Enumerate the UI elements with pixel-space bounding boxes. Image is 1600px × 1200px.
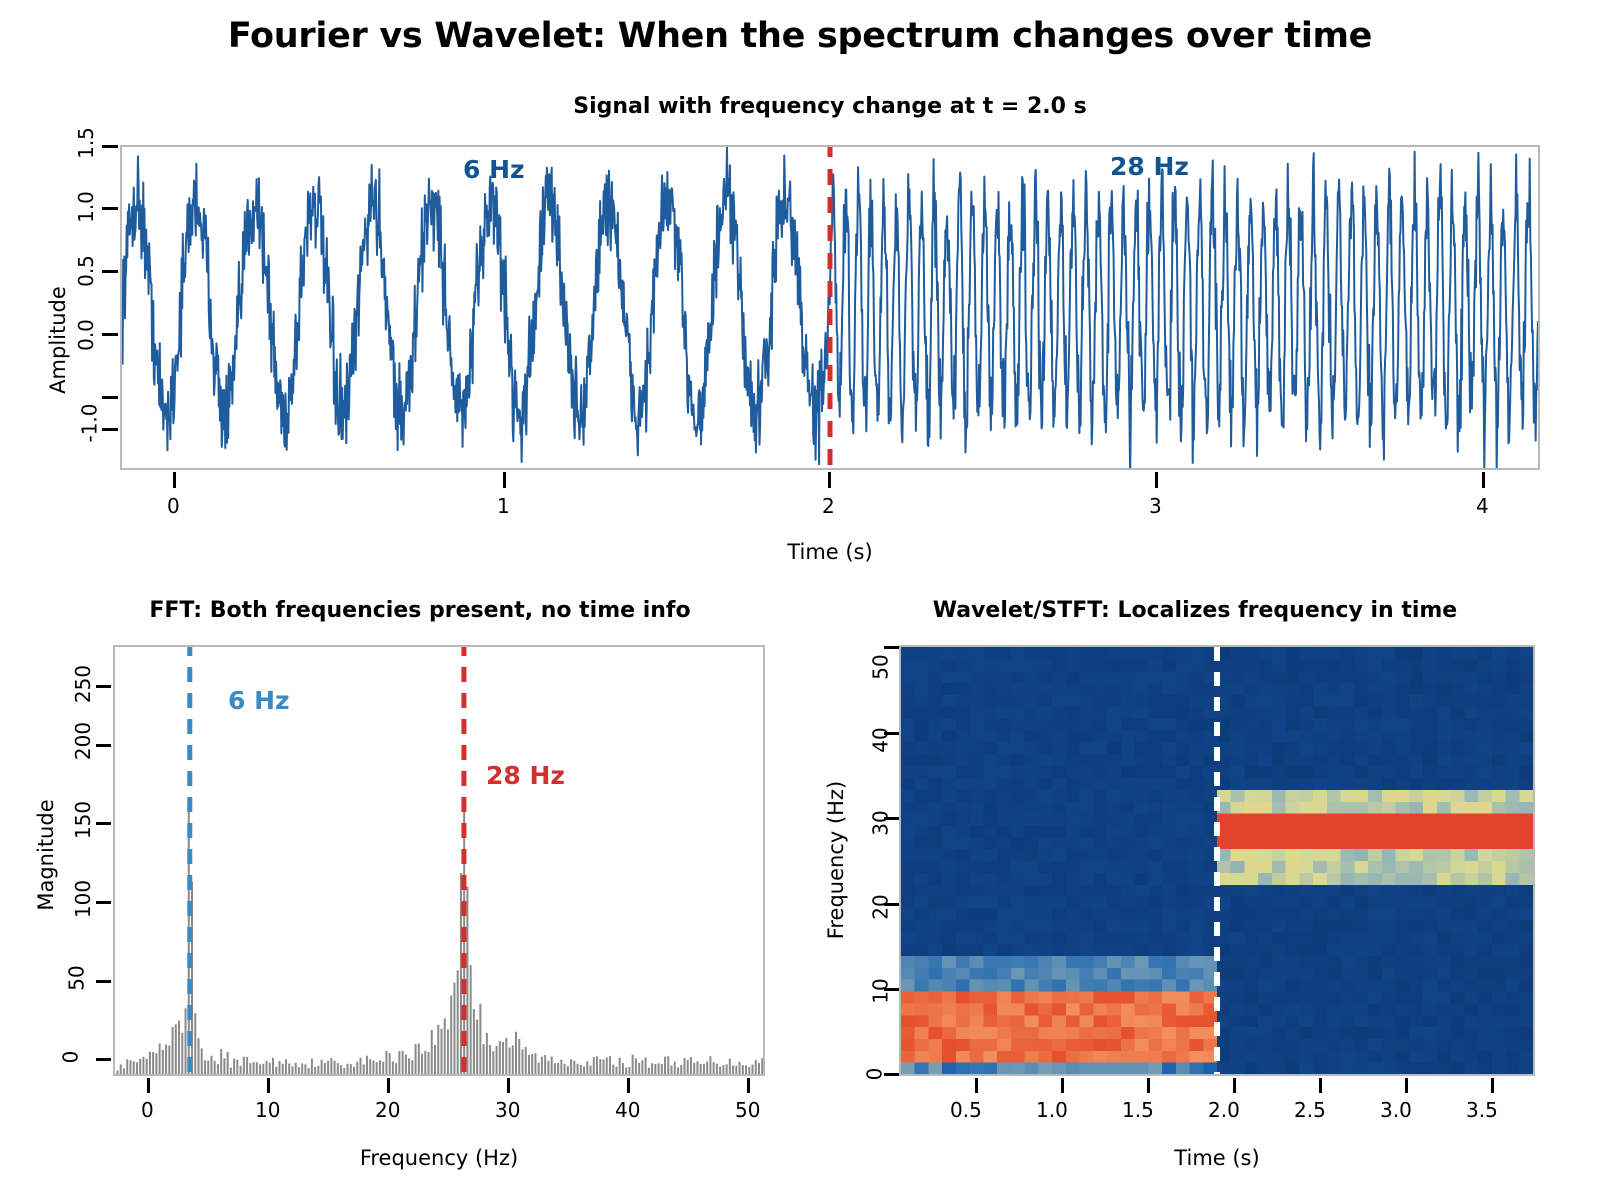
fft-xtickmark-1 xyxy=(267,1078,270,1093)
fft-ytick-2: 100 xyxy=(71,879,96,919)
spectrogram-ytick-2: 20 xyxy=(868,894,893,920)
spectrogram-ytickmark-5 xyxy=(884,646,899,649)
fft-xtickmark-3 xyxy=(507,1078,510,1093)
spectrogram-ytick-0: 0 xyxy=(862,1067,887,1081)
fft-ytickmark-1 xyxy=(96,980,111,983)
spectrogram-plot-svg xyxy=(901,647,1533,1074)
spectrogram-ytickmark-1 xyxy=(884,988,899,991)
fft-ytickmark-5 xyxy=(96,685,111,688)
spectrogram-ylabel: Frequency (Hz) xyxy=(824,780,848,940)
fft-plot-svg xyxy=(116,647,763,1074)
fft-ytick-0: 0 xyxy=(58,1050,83,1064)
signal-xtick-2: 2 xyxy=(822,494,835,518)
fft-annotation-6hz: 6 Hz xyxy=(228,686,290,715)
figure-title: Fourier vs Wavelet: When the spectrum ch… xyxy=(227,16,1373,56)
spectrogram-ytickmark-0 xyxy=(884,1073,899,1076)
fft-plot-area xyxy=(113,645,765,1076)
signal-ytickmark-3 xyxy=(102,333,118,336)
signal-ytick-3: 0.0 xyxy=(73,319,98,351)
spectrogram-panel-title: Wavelet/STFT: Localizes frequency in tim… xyxy=(932,598,1458,623)
fft-ytick-1: 50 xyxy=(64,965,89,991)
signal-ytickmark-5 xyxy=(102,428,118,431)
signal-ytickmark-4 xyxy=(102,396,118,399)
fft-ytickmark-0 xyxy=(96,1058,111,1061)
spectrogram-xtickmark-0 xyxy=(975,1078,978,1093)
spectrogram-xtickmark-6 xyxy=(1491,1078,1494,1093)
spectrogram-xtickmark-2 xyxy=(1147,1078,1150,1093)
spectrogram-xtickmark-4 xyxy=(1319,1078,1322,1093)
fft-xtick-1: 10 xyxy=(255,1098,281,1122)
fft-xtick-2: 20 xyxy=(375,1098,401,1122)
signal-xtickmark-2 xyxy=(828,472,831,488)
signal-xtickmark-3 xyxy=(1155,472,1158,488)
signal-xtickmark-1 xyxy=(503,472,506,488)
spectrogram-ytickmark-2 xyxy=(884,903,899,906)
signal-ylabel: Amplitude xyxy=(46,286,70,394)
fft-ytickmark-2 xyxy=(96,901,111,904)
spectrogram-xtickmark-5 xyxy=(1405,1078,1408,1093)
signal-xlabel: Time (s) xyxy=(787,540,873,564)
spectrogram-xtick-6: 3.5 xyxy=(1466,1098,1498,1122)
fft-xtickmark-5 xyxy=(747,1078,750,1093)
signal-ytickmark-0 xyxy=(102,145,118,148)
spectrogram-xtickmark-3 xyxy=(1233,1078,1236,1093)
fft-xtickmark-0 xyxy=(147,1078,150,1093)
spectrogram-xtickmark-1 xyxy=(1061,1078,1064,1093)
fft-xtick-3: 30 xyxy=(495,1098,521,1122)
signal-xtick-0: 0 xyxy=(167,494,180,518)
signal-xtickmark-4 xyxy=(1482,472,1485,488)
signal-xtick-1: 1 xyxy=(497,494,510,518)
fft-xtickmark-2 xyxy=(387,1078,390,1093)
fft-ytickmark-3 xyxy=(96,822,111,825)
fft-xtick-5: 50 xyxy=(735,1098,761,1122)
fft-ytick-4: 200 xyxy=(71,721,96,761)
signal-annotation-28hz: 28 Hz xyxy=(1110,152,1189,181)
spectrogram-xlabel: Time (s) xyxy=(1174,1146,1260,1170)
signal-xtickmark-0 xyxy=(173,472,176,488)
fft-xtick-4: 40 xyxy=(615,1098,641,1122)
fft-ytick-5: 250 xyxy=(71,664,96,704)
spectrogram-xtick-3: 2.0 xyxy=(1208,1098,1240,1122)
signal-xtick-3: 3 xyxy=(1149,494,1162,518)
spectrogram-xtick-5: 3.0 xyxy=(1380,1098,1412,1122)
spectrogram-ytickmark-4 xyxy=(884,732,899,735)
fft-xtick-0: 0 xyxy=(141,1098,154,1122)
spectrogram-ytickmark-3 xyxy=(884,817,899,820)
spectrogram-ytick-1: 10 xyxy=(868,978,893,1004)
signal-plot-area xyxy=(120,145,1540,470)
spectrogram-xtick-2: 1.5 xyxy=(1122,1098,1154,1122)
fft-ytick-3: 150 xyxy=(71,800,96,840)
spectrogram-plot-area xyxy=(899,645,1535,1076)
spectrogram-xtick-0: 0.5 xyxy=(950,1098,982,1122)
spectrogram-xtick-4: 2.5 xyxy=(1294,1098,1326,1122)
fft-ylabel: Magnitude xyxy=(34,799,58,911)
signal-panel-title: Signal with frequency change at t = 2.0 … xyxy=(573,94,1087,119)
spectrogram-xtick-1: 1.0 xyxy=(1036,1098,1068,1122)
signal-xtick-4: 4 xyxy=(1476,494,1489,518)
signal-annotation-6hz: 6 Hz xyxy=(463,155,525,184)
signal-plot-svg xyxy=(122,147,1538,468)
fft-xtickmark-4 xyxy=(627,1078,630,1093)
spectrogram-ytick-5: 50 xyxy=(868,654,893,680)
fft-panel-title: FFT: Both frequencies present, no time i… xyxy=(149,598,691,623)
signal-ytick-1: 1.0 xyxy=(73,191,98,223)
fft-xlabel: Frequency (Hz) xyxy=(359,1146,519,1170)
fft-ytickmark-4 xyxy=(96,744,111,747)
signal-ytick-2: 0.5 xyxy=(73,255,98,287)
signal-ytick-0: 1.5 xyxy=(73,127,98,159)
fft-annotation-28hz: 28 Hz xyxy=(486,761,565,790)
spectrogram-ytick-3: 30 xyxy=(868,810,893,836)
signal-ytick-5: -1.0 xyxy=(77,403,102,443)
signal-ytickmark-1 xyxy=(102,207,118,210)
signal-ytickmark-2 xyxy=(102,270,118,273)
